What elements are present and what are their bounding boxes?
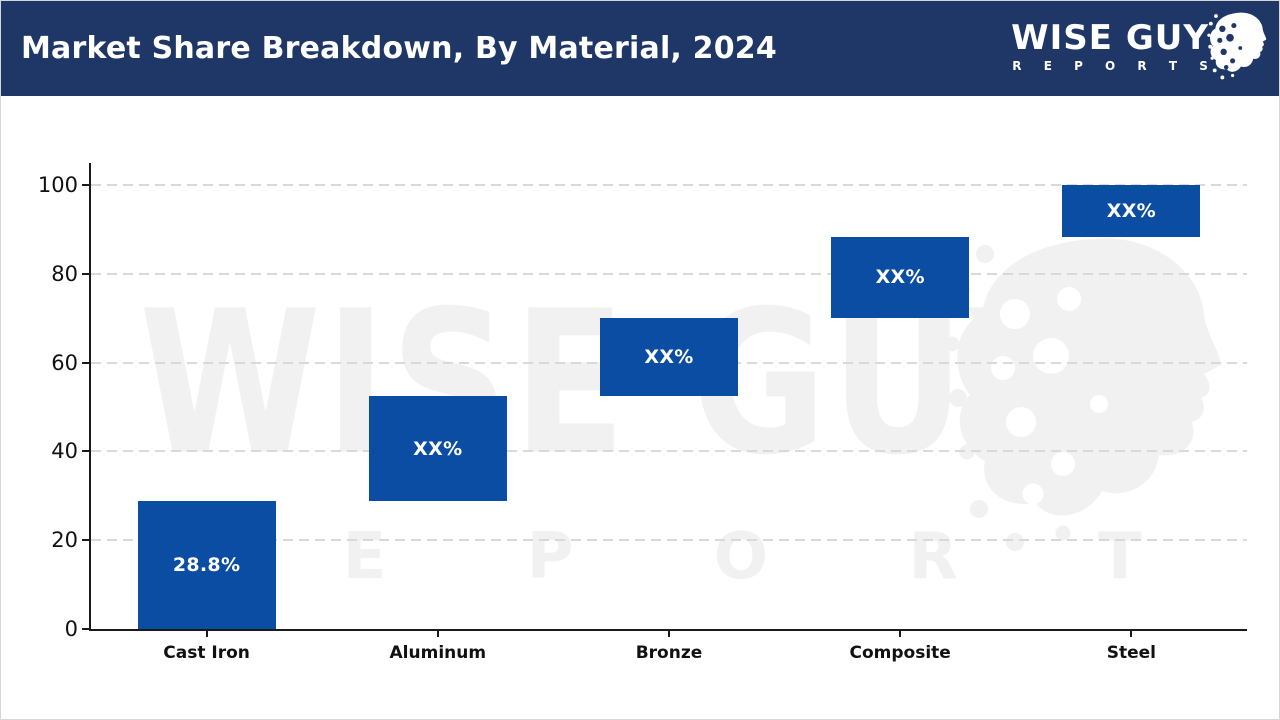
y-tick-label: 20	[51, 528, 78, 553]
bar-value-label: XX%	[413, 437, 463, 460]
chart-plot: 0 20 40 60 80 100 28.8% Cast Iron XX% Aluminum XX%…	[1, 96, 1279, 719]
bar-value-label: XX%	[875, 266, 925, 289]
y-tick-mark	[82, 184, 91, 187]
y-gridline	[91, 450, 1247, 453]
bar-value-label: 28.8%	[172, 554, 241, 577]
bar-value-label: XX%	[644, 345, 694, 368]
x-tick-mark	[1130, 631, 1133, 637]
logo-wordmark: WISE GUY	[1011, 18, 1209, 58]
bar-bronze: XX%	[600, 317, 738, 396]
x-axis-label: Aluminum	[389, 643, 487, 663]
y-tick-label: 60	[51, 350, 78, 375]
bar-cast-iron: 28.8%	[137, 501, 276, 629]
logo-face-icon	[1207, 12, 1267, 80]
y-tick-label: 80	[51, 261, 78, 286]
y-gridline	[91, 272, 1247, 275]
bar-steel: XX%	[1062, 185, 1201, 238]
x-axis-line	[89, 629, 1247, 631]
y-tick-mark	[82, 450, 91, 453]
wiseguy-logo: WISE GUY R E P O R T S	[1006, 6, 1271, 91]
bar-value-label: XX%	[1106, 200, 1157, 223]
y-tick-label: 40	[51, 439, 78, 464]
chart-title: Market Share Breakdown, By Material, 202…	[21, 31, 777, 66]
bar-composite: XX%	[831, 237, 970, 318]
x-tick-mark	[899, 631, 902, 637]
y-tick-label: 100	[37, 173, 78, 198]
chart-canvas: WISE GUY R E P O R T S 0 20 40 60 80 100 28.8%…	[1, 96, 1280, 719]
logo-text: WISE GUY R E P O R T S	[1011, 20, 1209, 73]
y-tick-label: 0	[64, 617, 78, 641]
y-gridline	[91, 539, 1247, 542]
x-axis-label: Cast Iron	[163, 643, 250, 663]
watermark-face	[944, 238, 1221, 551]
x-axis-label: Composite	[849, 643, 951, 663]
logo-tagline: R E P O R T S	[1012, 59, 1217, 73]
x-axis-label: Bronze	[635, 643, 703, 663]
y-tick-mark	[82, 628, 91, 630]
y-tick-mark	[82, 361, 91, 364]
header-bar: Market Share Breakdown, By Material, 202…	[1, 1, 1279, 96]
x-tick-mark	[436, 631, 439, 637]
y-tick-mark	[82, 539, 91, 542]
y-tick-mark	[82, 272, 91, 275]
bar-aluminum: XX%	[368, 396, 507, 502]
y-axis-line	[89, 163, 91, 631]
x-tick-mark	[668, 631, 670, 637]
x-tick-mark	[205, 631, 208, 637]
watermark-tagline: R E P O R T S	[153, 520, 1280, 594]
y-gridline	[91, 184, 1247, 187]
x-axis-label: Steel	[1106, 643, 1157, 663]
